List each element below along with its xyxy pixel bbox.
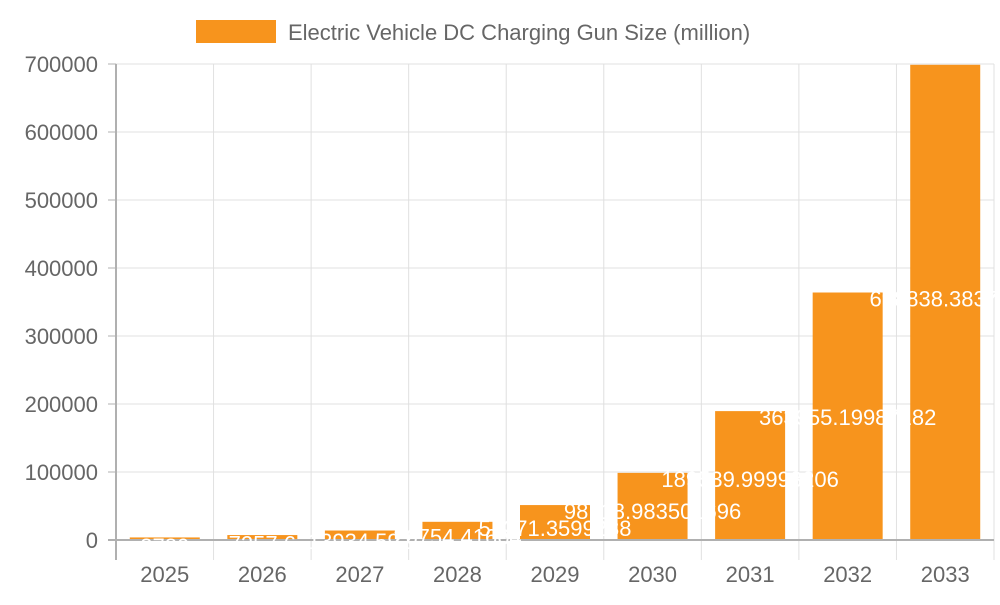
x-tick-label: 2029: [531, 562, 580, 587]
y-tick-label: 500000: [25, 188, 98, 213]
legend[interactable]: Electric Vehicle DC Charging Gun Size (m…: [196, 20, 750, 45]
bar: [227, 535, 298, 540]
data-label: 13934.592: [308, 529, 412, 554]
bar: [812, 292, 883, 540]
x-tick-label: 2032: [823, 562, 872, 587]
bar: [520, 505, 590, 540]
x-tick-label: 2033: [921, 562, 970, 587]
bar: [715, 411, 786, 540]
y-tick-label: 200000: [25, 392, 98, 417]
bar: [910, 64, 981, 540]
x-tick-label: 2026: [238, 562, 287, 587]
x-tick-label: 2028: [433, 562, 482, 587]
x-tick-label: 2031: [726, 562, 775, 587]
bar: [129, 537, 200, 540]
data-label: 698838.3837: [870, 287, 998, 312]
data-label: 26754.41664: [393, 525, 521, 550]
bar: [324, 530, 395, 540]
bars: [129, 64, 981, 540]
x-tick-label: 2027: [335, 562, 384, 587]
data-label: 363955.19987182: [759, 405, 936, 430]
y-tick-label: 300000: [25, 324, 98, 349]
axes: 0 100000 200000 300000 400000 500000 600000 700…: [25, 52, 994, 587]
bar: [617, 472, 688, 540]
data-labels: 3780 7257.6 13934.59226754.4166451371.3599…: [140, 287, 998, 559]
data-label: 98718.983501696: [564, 499, 741, 524]
data-label: 189539.99998206: [661, 467, 838, 492]
data-label: 51371.3599288: [479, 516, 632, 541]
x-tick-label: 2030: [628, 562, 677, 587]
x-tick-label: 2025: [140, 562, 189, 587]
y-tick-label: 100000: [25, 460, 98, 485]
y-tick-label: 700000: [25, 52, 98, 77]
data-label: 7257.6: [229, 531, 296, 556]
y-tick-label: 400000: [25, 256, 98, 281]
legend-label: Electric Vehicle DC Charging Gun Size (m…: [288, 20, 750, 45]
y-tick-label: 600000: [25, 120, 98, 145]
y-tick-label: 0: [86, 528, 98, 553]
grid: [115, 63, 995, 560]
legend-swatch: [196, 20, 276, 43]
data-label: 3780: [140, 534, 189, 559]
bar: [422, 521, 493, 540]
